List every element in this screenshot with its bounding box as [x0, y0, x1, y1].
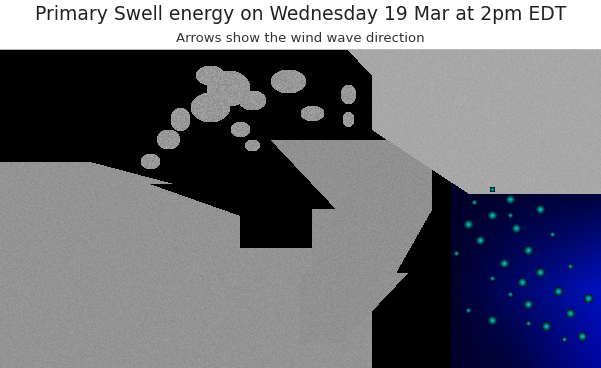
Text: Arrows show the wind wave direction: Arrows show the wind wave direction	[176, 32, 425, 46]
Text: Primary Swell energy on Wednesday 19 Mar at 2pm EDT: Primary Swell energy on Wednesday 19 Mar…	[35, 4, 566, 24]
